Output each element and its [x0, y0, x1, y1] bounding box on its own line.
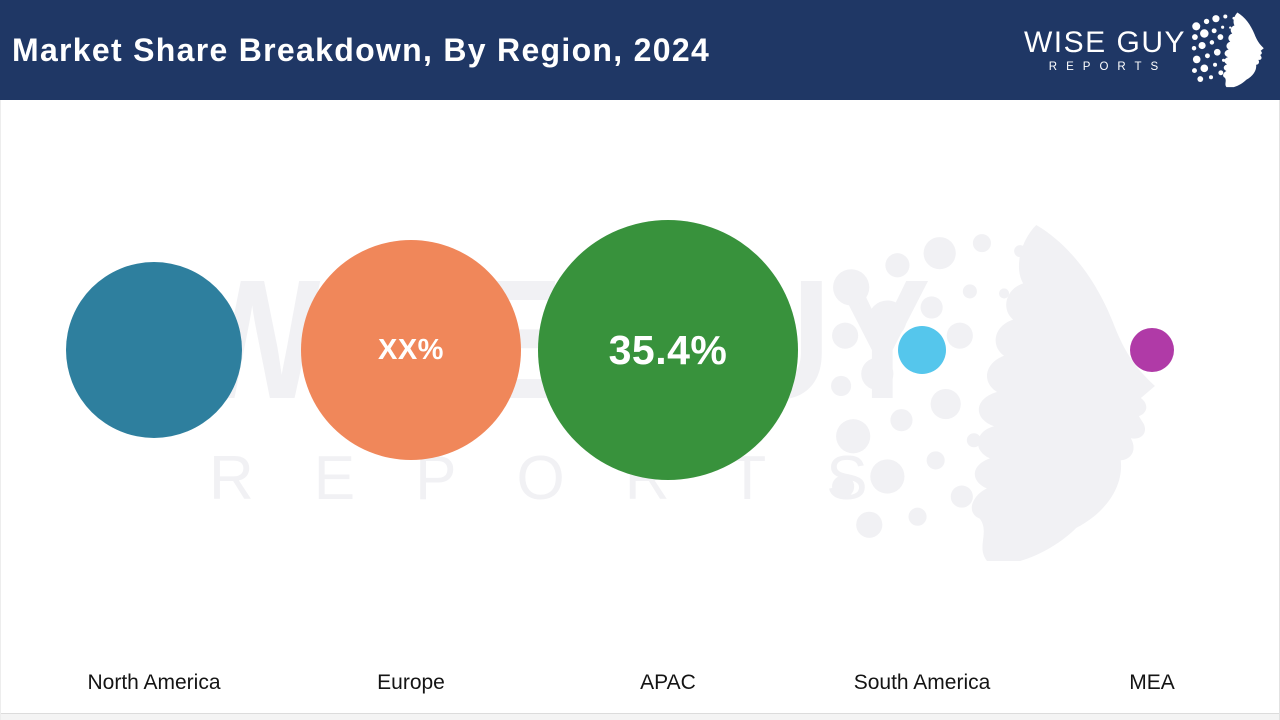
- bubble-mea: [1130, 328, 1174, 372]
- watermark-subtitle: REPORTS: [209, 444, 928, 513]
- logo-head-icon: [1190, 10, 1266, 90]
- bottom-edge: [1, 713, 1279, 720]
- category-label-apac: APAC: [640, 671, 696, 694]
- category-label-north-america: North America: [87, 671, 221, 694]
- watermark-head-icon: [823, 223, 1165, 565]
- bubble-south-america: [898, 326, 946, 374]
- wiseguy-logo: WISE GUY REPORTS: [1024, 10, 1266, 90]
- header-bar: Market Share Breakdown, By Region, 2024 …: [0, 0, 1280, 100]
- page-title: Market Share Breakdown, By Region, 2024: [12, 31, 711, 68]
- bubble-north-america: [66, 262, 242, 438]
- category-label-mea: MEA: [1129, 671, 1175, 694]
- logo-subtitle: REPORTS: [1048, 61, 1168, 74]
- logo-text: WISE GUY REPORTS: [1024, 27, 1186, 74]
- chart-area: WISE GUY REPORTS XX%35.4% North AmericaE…: [0, 100, 1280, 720]
- category-label-europe: Europe: [377, 671, 445, 694]
- logo-wordmark: WISE GUY: [1023, 25, 1186, 59]
- category-label-south-america: South America: [853, 671, 991, 694]
- bubble-apac: 35.4%: [538, 220, 798, 480]
- bubble-europe: XX%: [301, 240, 521, 460]
